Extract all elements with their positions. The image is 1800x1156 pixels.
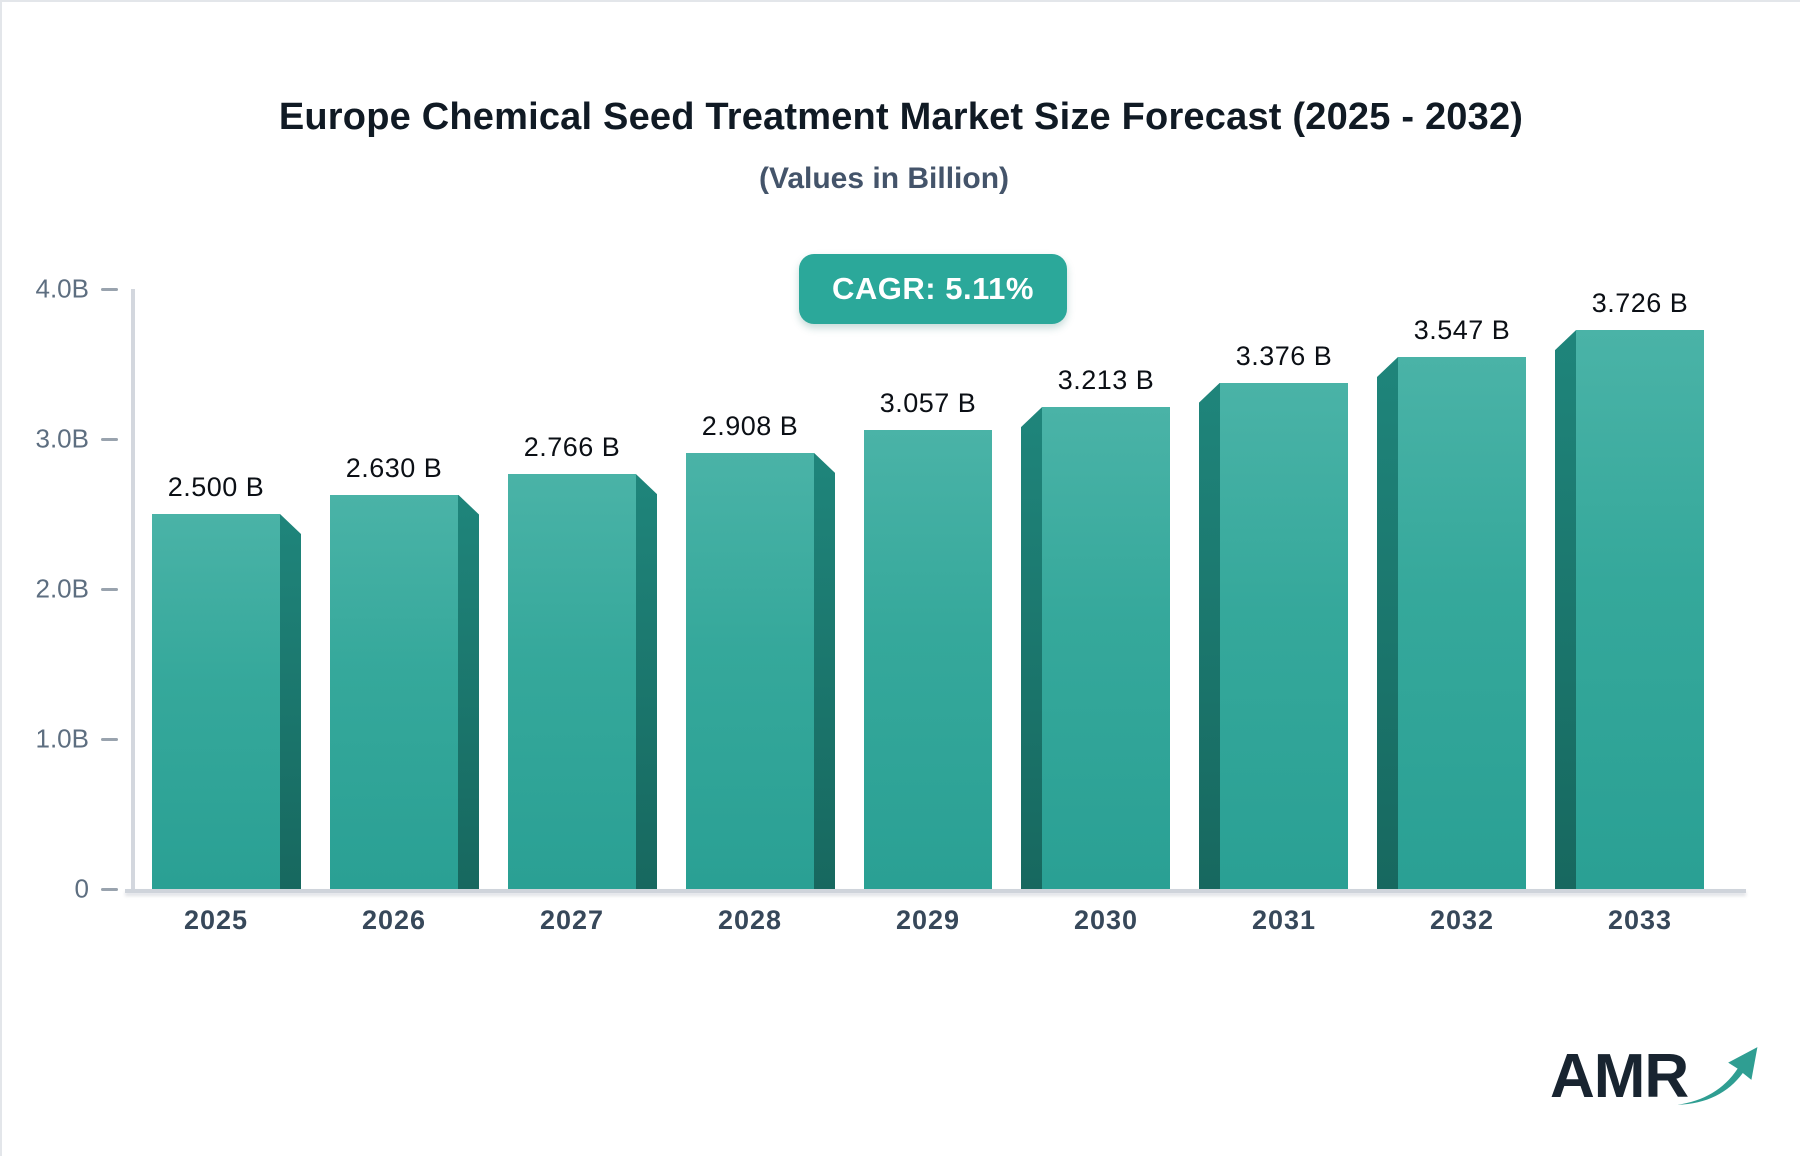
x-axis-labels: 2025 2026 2027 2028 2029 2030 2031 2032 2033 (152, 905, 1704, 936)
bar-side-face (1021, 407, 1042, 889)
bar (330, 494, 479, 889)
bar-column-2026: 2.630 B (330, 452, 479, 889)
amr-logo: AMR (1550, 1046, 1760, 1114)
bar-column-2025: 2.500 B (152, 472, 301, 889)
y-tick-mark (101, 587, 118, 591)
x-tick-label: 2027 (539, 905, 605, 935)
bar (864, 430, 992, 889)
bar-value-label: 3.376 B (1235, 340, 1333, 371)
bar-column-2031: 3.376 B (1199, 340, 1348, 889)
bar (686, 452, 835, 889)
bar-column-2029: 3.057 B (864, 388, 992, 889)
y-tick-label: 3.0B (35, 423, 90, 454)
bar (152, 514, 301, 889)
bar-series: 2.500 B 2.630 B 2.766 B 2.908 B 3.057 B 3.213… (152, 288, 1704, 889)
bar-value-label: 3.726 B (1591, 288, 1689, 319)
bar (508, 474, 657, 889)
bar-column-2033: 3.726 B (1555, 288, 1704, 889)
bar-value-label: 2.500 B (167, 472, 265, 502)
x-tick-label: 2031 (1251, 905, 1317, 935)
bar-column-2028: 2.908 B (686, 410, 835, 889)
y-tick-label: 1.0B (35, 723, 90, 754)
bar-column-2032: 3.547 B (1377, 314, 1526, 889)
bar-side-face (636, 474, 657, 889)
cagr-badge-label: CAGR: 5.11% (832, 271, 1034, 306)
bar-side-face (1377, 356, 1398, 889)
y-tick-mark (101, 437, 118, 441)
y-tick-mark (101, 287, 118, 291)
bar-value-label: 2.766 B (523, 432, 621, 463)
chart-subtitle: (Values in Billion) (758, 162, 1010, 195)
bar (1199, 382, 1348, 889)
chart-title: Europe Chemical Seed Treatment Market Si… (278, 96, 1524, 138)
y-tick-mark (101, 887, 118, 891)
bar-column-2030: 3.213 B (1021, 365, 1170, 889)
bar-column-2027: 2.766 B (508, 432, 657, 889)
bar-side-face (280, 514, 301, 889)
cagr-badge: CAGR: 5.11% (799, 254, 1067, 324)
bar-side-face (458, 494, 479, 889)
y-tick-label: 4.0B (35, 273, 90, 304)
bar (1377, 356, 1526, 889)
bar-side-face (814, 452, 835, 889)
x-tick-label: 2032 (1429, 905, 1495, 935)
bar-value-label: 2.630 B (345, 452, 443, 483)
y-axis-line (131, 289, 135, 892)
bar (1555, 330, 1704, 889)
x-tick-label: 2025 (183, 905, 249, 935)
x-tick-label: 2026 (361, 905, 427, 935)
x-tick-label: 2033 (1607, 905, 1673, 935)
bar (1021, 407, 1170, 889)
x-tick-label: 2028 (717, 905, 783, 935)
bar-value-label: 3.547 B (1413, 314, 1511, 345)
bar-value-label: 3.213 B (1057, 365, 1155, 396)
amr-logo-text: AMR (1550, 1042, 1689, 1111)
y-tick-label: 0 (74, 873, 89, 904)
y-tick-label: 2.0B (35, 573, 90, 604)
bar-value-label: 2.908 B (701, 410, 799, 441)
bar-side-face (1555, 330, 1576, 889)
x-axis-line (125, 889, 1746, 893)
x-tick-label: 2030 (1073, 905, 1139, 935)
bar-side-face (1199, 382, 1220, 889)
bar-value-label: 3.057 B (879, 388, 977, 419)
y-tick-mark (101, 737, 118, 741)
x-tick-label: 2029 (895, 905, 961, 935)
growth-arrow-icon (1677, 1047, 1758, 1105)
